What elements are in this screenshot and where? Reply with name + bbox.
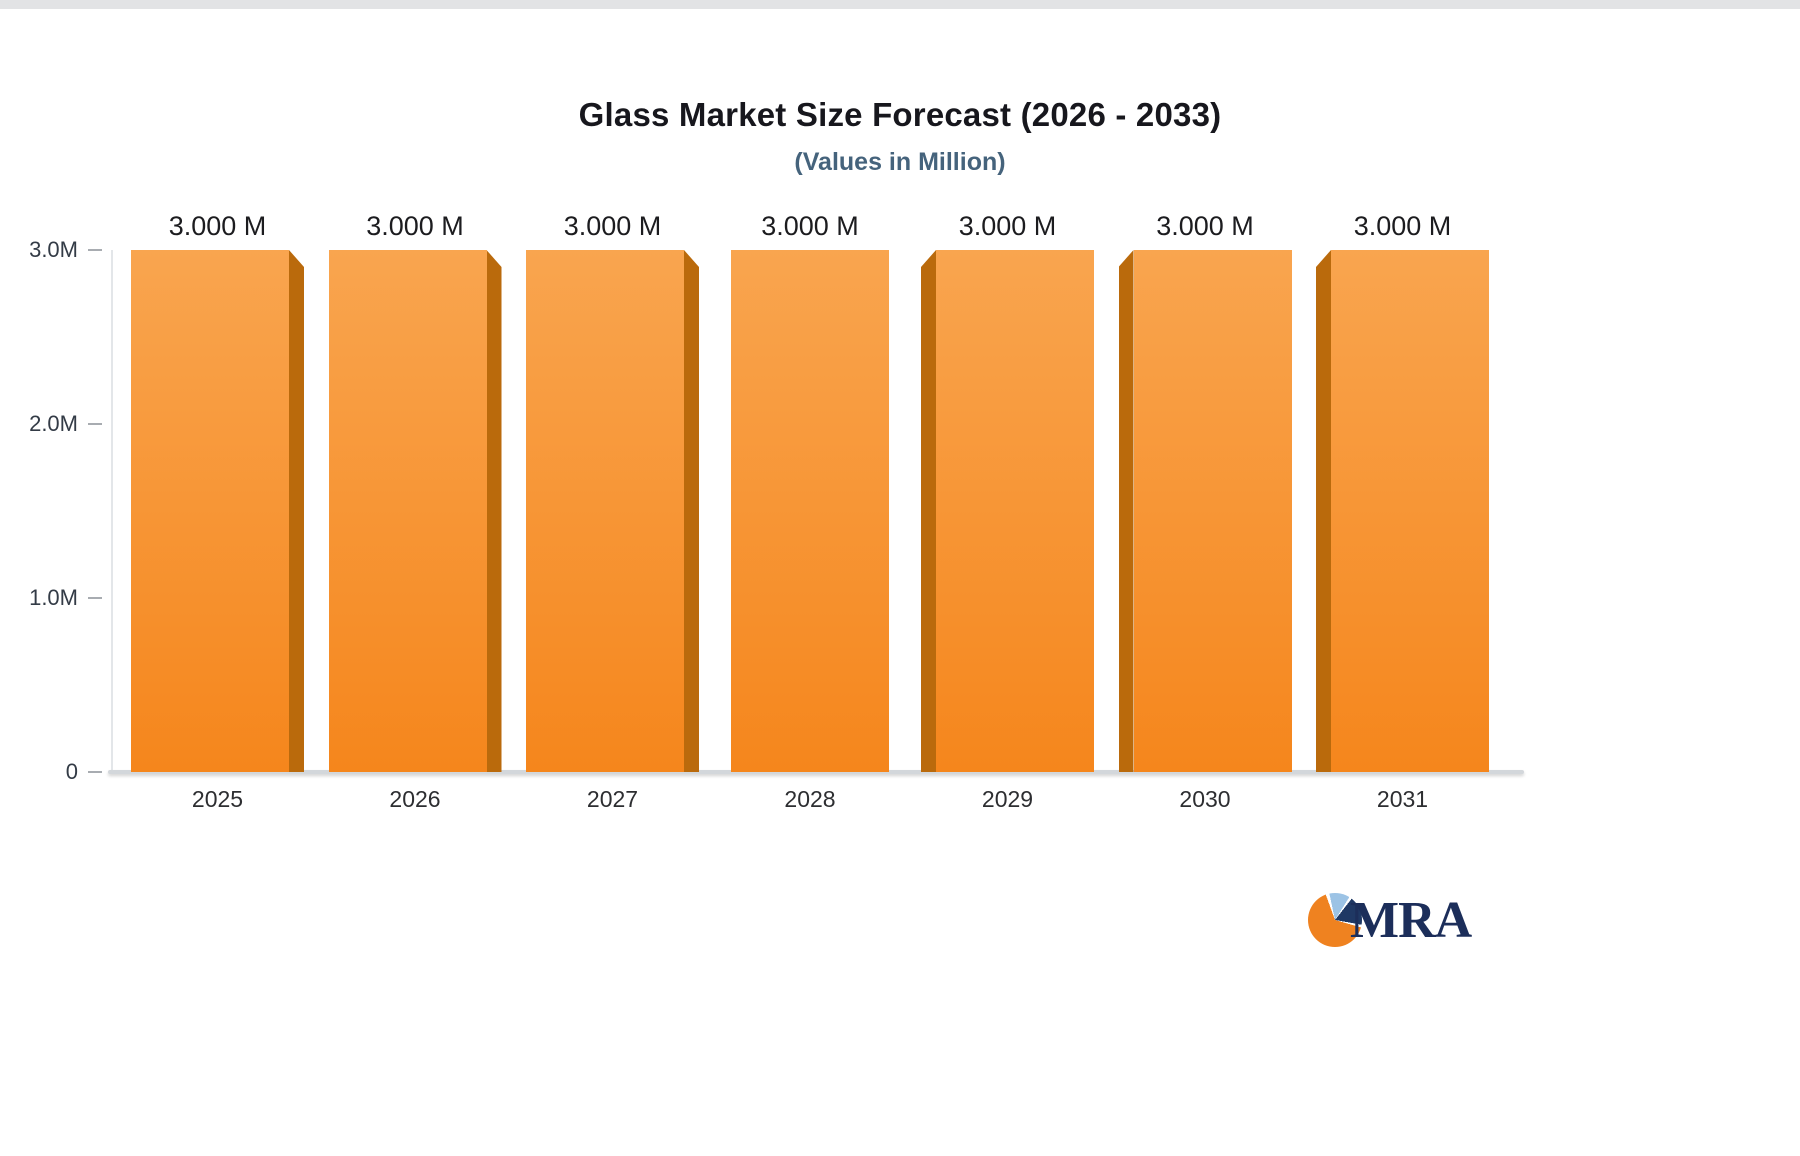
bar[interactable] xyxy=(526,250,684,772)
bar-group: 3.000 M 2029 xyxy=(921,0,1094,1156)
x-axis-label: 2030 xyxy=(1179,786,1231,812)
chart-subtitle: (Values in Million) xyxy=(794,148,1006,176)
mra-logo: MRA xyxy=(1308,888,1472,952)
bar-group: 3.000 M 2025 xyxy=(131,0,304,1156)
y-axis-tick-label: 0 xyxy=(65,759,78,784)
bar-value-label: 3.000 M xyxy=(958,211,1057,241)
bar-group: 3.000 M 2026 xyxy=(328,0,502,1156)
x-axis-label: 2025 xyxy=(191,786,244,812)
y-axis-tick-mark xyxy=(88,771,102,773)
bar-group: 3.000 M 2030 xyxy=(1118,0,1292,1156)
bar-side-3d xyxy=(684,250,699,772)
y-axis-tick-mark xyxy=(88,423,102,425)
bar-value-label: 3.000 M xyxy=(168,211,267,241)
bar-value-label: 3.000 M xyxy=(563,211,662,241)
bar-side-3d xyxy=(486,250,502,772)
bar[interactable] xyxy=(1331,250,1489,772)
pie-chart-icon xyxy=(1308,893,1362,947)
y-axis-tick-label: 3.0M xyxy=(29,237,78,262)
bar-value-label: 3.000 M xyxy=(366,211,464,241)
bar[interactable] xyxy=(1133,250,1292,772)
y-axis-tick-label: 2.0M xyxy=(29,411,78,436)
bar[interactable] xyxy=(936,250,1094,772)
bar[interactable] xyxy=(731,250,889,772)
y-axis-tick-label: 1.0M xyxy=(29,585,78,610)
x-axis-line xyxy=(108,770,1524,774)
bar-group: 3.000 M 2031 xyxy=(1316,0,1489,1156)
x-axis-label: 2027 xyxy=(586,786,639,812)
chart-title: Glass Market Size Forecast (2026 - 2033) xyxy=(578,96,1222,133)
top-border xyxy=(0,0,1800,9)
bar-side-3d xyxy=(1118,250,1134,772)
bar[interactable] xyxy=(131,250,289,772)
bar-group: 3.000 M 2028 xyxy=(724,0,897,1156)
x-axis-label: 2031 xyxy=(1376,786,1429,812)
bar-value-label: 3.000 M xyxy=(761,211,859,241)
bar-side-3d xyxy=(921,250,936,772)
y-axis-tick-mark xyxy=(88,597,102,599)
x-axis-label: 2028 xyxy=(784,786,836,812)
bar-value-label: 3.000 M xyxy=(1353,211,1452,241)
bar-side-3d xyxy=(289,250,304,772)
mra-logo-text: MRA xyxy=(1350,891,1472,949)
x-axis-label: 2029 xyxy=(981,786,1034,812)
y-axis-tick-mark xyxy=(88,249,102,251)
x-axis-label: 2026 xyxy=(389,786,441,812)
bar-value-label: 3.000 M xyxy=(1156,211,1254,241)
bar-side-3d xyxy=(1316,250,1331,772)
bar[interactable] xyxy=(328,250,487,772)
y-axis-line xyxy=(111,250,113,772)
bar-group: 3.000 M 2027 xyxy=(526,0,699,1156)
